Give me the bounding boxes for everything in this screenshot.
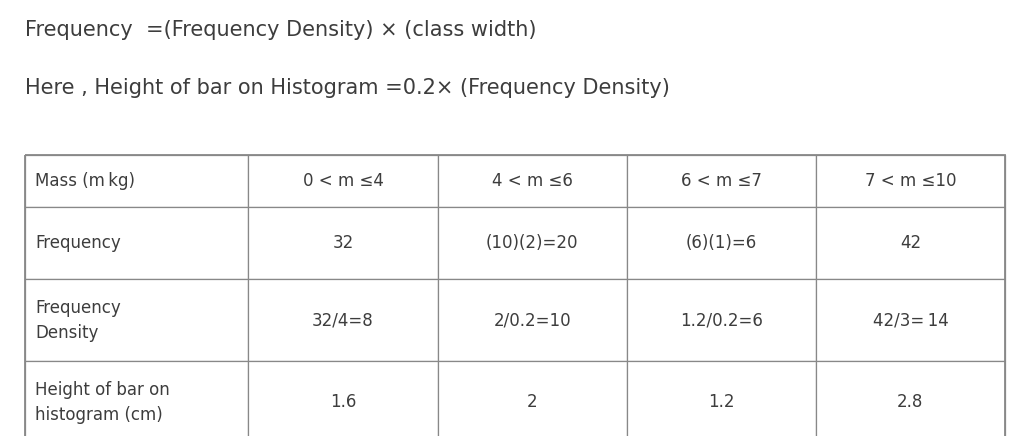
Bar [25,279,249,361]
Text: 4 < m ≤6: 4 < m ≤6 [492,172,572,190]
Bar [25,155,1005,436]
Bar [627,361,816,436]
Text: Mass (m kg): Mass (m kg) [35,172,135,190]
Bar [816,279,1005,361]
Text: 32: 32 [333,234,353,252]
Text: 0 < m ≤4: 0 < m ≤4 [302,172,383,190]
Text: (10)(2)=20: (10)(2)=20 [486,234,579,252]
Bar [249,279,437,361]
Text: 1.2/0.2=6: 1.2/0.2=6 [680,311,763,329]
Bar [816,207,1005,279]
Text: 1.2: 1.2 [708,393,734,411]
Text: 2: 2 [526,393,538,411]
Text: Here , Height of bar on Histogram =0.2× (Frequency Density): Here , Height of bar on Histogram =0.2× … [25,78,670,98]
Bar [249,207,437,279]
Text: Frequency
Density: Frequency Density [35,299,121,341]
Text: 42/3= 14: 42/3= 14 [872,311,948,329]
Bar [816,361,1005,436]
Bar [249,361,437,436]
Text: Frequency  =(Frequency Density) × (class width): Frequency =(Frequency Density) × (class … [25,20,537,40]
Bar [437,155,627,207]
Text: 6 < m ≤7: 6 < m ≤7 [681,172,762,190]
Bar [25,361,249,436]
Bar [25,207,249,279]
Text: 7 < m ≤10: 7 < m ≤10 [864,172,956,190]
Bar [627,279,816,361]
Text: (6)(1)=6: (6)(1)=6 [686,234,757,252]
Text: 42: 42 [900,234,921,252]
Bar [437,279,627,361]
Bar [25,155,249,207]
Text: 2.8: 2.8 [897,393,924,411]
Bar [816,155,1005,207]
Bar [437,207,627,279]
Text: Frequency: Frequency [35,234,121,252]
Bar [627,207,816,279]
Text: Height of bar on
histogram (cm): Height of bar on histogram (cm) [35,381,170,423]
Text: 2/0.2=10: 2/0.2=10 [494,311,571,329]
Bar [627,155,816,207]
Bar [249,155,437,207]
Bar [437,361,627,436]
Text: 32/4=8: 32/4=8 [312,311,374,329]
Text: 1.6: 1.6 [330,393,356,411]
